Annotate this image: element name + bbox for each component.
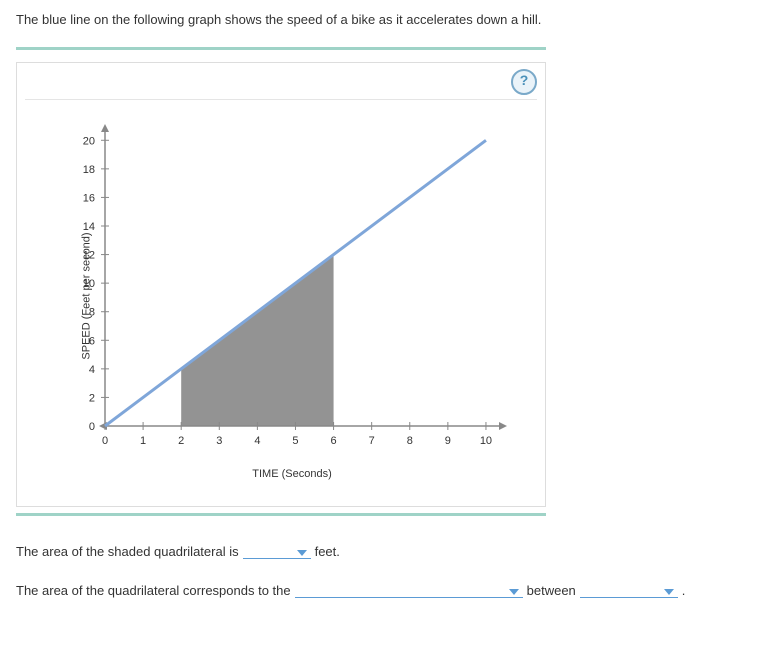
help-icon: ?	[513, 71, 535, 89]
q2-blank1-dropdown[interactable]	[295, 589, 523, 598]
q1-post-text: feet.	[315, 544, 340, 559]
q2-end-text: .	[682, 583, 686, 598]
svg-text:0: 0	[102, 435, 108, 447]
help-button[interactable]: ?	[511, 69, 537, 95]
svg-text:2: 2	[89, 392, 95, 404]
panel-divider	[25, 99, 537, 100]
bottom-rule	[16, 513, 546, 516]
chevron-down-icon	[509, 589, 519, 595]
q2-blank2-dropdown[interactable]	[580, 589, 678, 598]
svg-text:0: 0	[89, 421, 95, 433]
chevron-down-icon	[297, 550, 307, 556]
svg-text:4: 4	[89, 364, 95, 376]
svg-text:1: 1	[140, 435, 146, 447]
x-axis-label: TIME (Seconds)	[49, 468, 535, 480]
graph-panel: ? SPEED (Feet per second) 0 1 2 3 4 5 6 7 8 9 10 0 2…	[16, 62, 546, 507]
q2-mid-text: between	[527, 583, 576, 598]
top-rule	[16, 47, 546, 50]
question-1: The area of the shaded quadrilateral is …	[16, 544, 764, 559]
q2-pre-text: The area of the quadrilateral correspond…	[16, 583, 291, 598]
svg-text:16: 16	[83, 192, 95, 204]
svg-text:6: 6	[331, 435, 337, 447]
svg-text:14: 14	[83, 221, 95, 233]
chevron-down-icon	[664, 589, 674, 595]
chart-container: SPEED (Feet per second) 0123456789100246…	[49, 116, 535, 476]
svg-text:18: 18	[83, 164, 95, 176]
svg-text:4: 4	[254, 435, 260, 447]
svg-text:3: 3	[216, 435, 222, 447]
svg-text:8: 8	[407, 435, 413, 447]
svg-text:5: 5	[292, 435, 298, 447]
prompt-text: The blue line on the following graph sho…	[16, 12, 764, 27]
svg-text:10: 10	[480, 435, 492, 447]
svg-text:20: 20	[83, 135, 95, 147]
speed-chart: 01234567891002468101214161820	[49, 116, 529, 456]
y-axis-label: SPEED (Feet per second)	[81, 232, 93, 359]
svg-text:2: 2	[178, 435, 184, 447]
svg-text:9: 9	[445, 435, 451, 447]
q1-blank-dropdown[interactable]	[243, 550, 311, 559]
q1-pre-text: The area of the shaded quadrilateral is	[16, 544, 239, 559]
svg-text:7: 7	[369, 435, 375, 447]
question-2: The area of the quadrilateral correspond…	[16, 583, 764, 598]
